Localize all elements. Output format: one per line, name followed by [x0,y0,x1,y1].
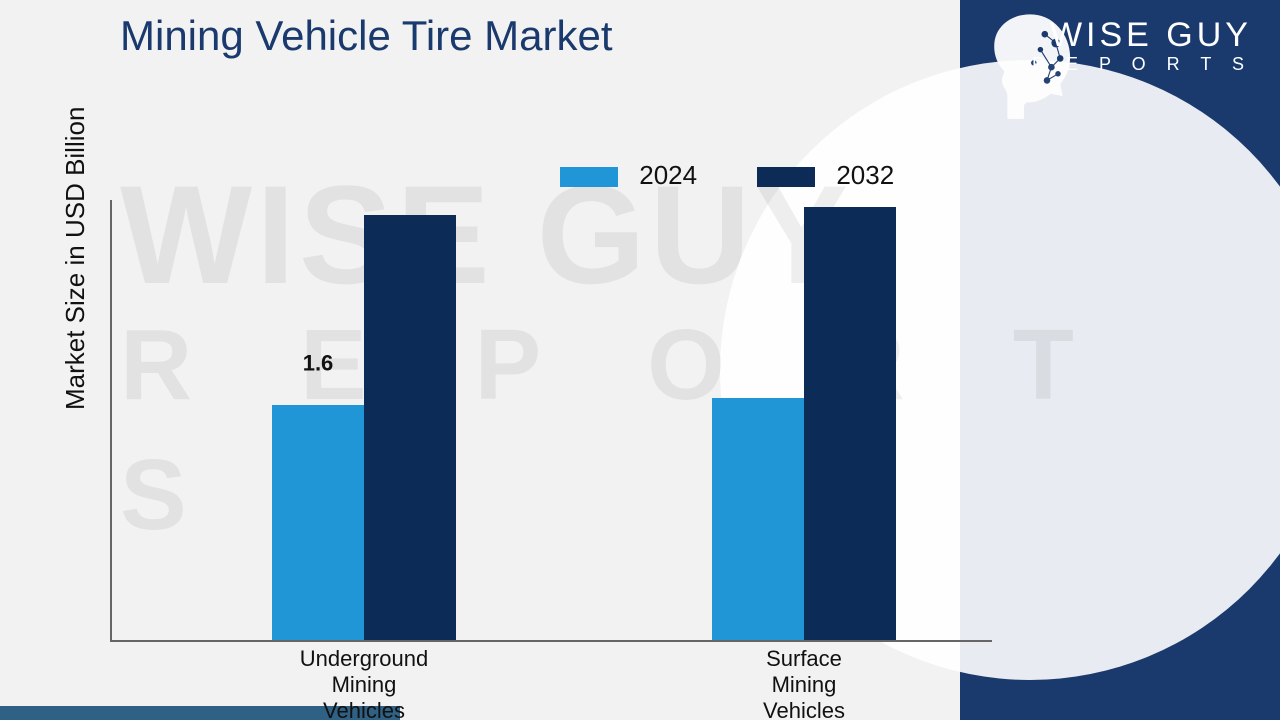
chart-canvas: WISE GUY R E P O R T S Mining Vehicle Ti… [0,0,1280,720]
chart-title: Mining Vehicle Tire Market [120,12,613,60]
legend-item-2032: 2032 [757,160,894,191]
legend-item-2024: 2024 [560,160,697,191]
y-axis-label: Market Size in USD Billion [60,107,91,410]
legend-swatch-2032 [757,167,815,187]
bar-group: 1.6UndergroundMiningVehicles [272,215,456,640]
bar-2032 [804,207,896,640]
legend: 2024 2032 [560,160,894,191]
x-category-label: UndergroundMiningVehicles [272,640,456,720]
bar-group: SurfaceMiningVehicles [712,207,896,640]
x-category-label: SurfaceMiningVehicles [712,640,896,720]
bar-2024 [712,398,804,640]
brand-logo: WISE GUY R E P O R T S [1032,18,1252,75]
bar-2024 [272,405,364,640]
bar-2032 [364,215,456,640]
brand-line2: R E P O R T S [1032,54,1252,75]
legend-label-2024: 2024 [639,160,697,190]
legend-label-2032: 2032 [836,160,894,190]
bar-value-label: 1.6 [303,350,334,376]
chart-plot-area: 1.6UndergroundMiningVehicles SurfaceMinin… [110,200,992,642]
legend-swatch-2024 [560,167,618,187]
brand-line1: WISE GUY [1032,18,1252,52]
